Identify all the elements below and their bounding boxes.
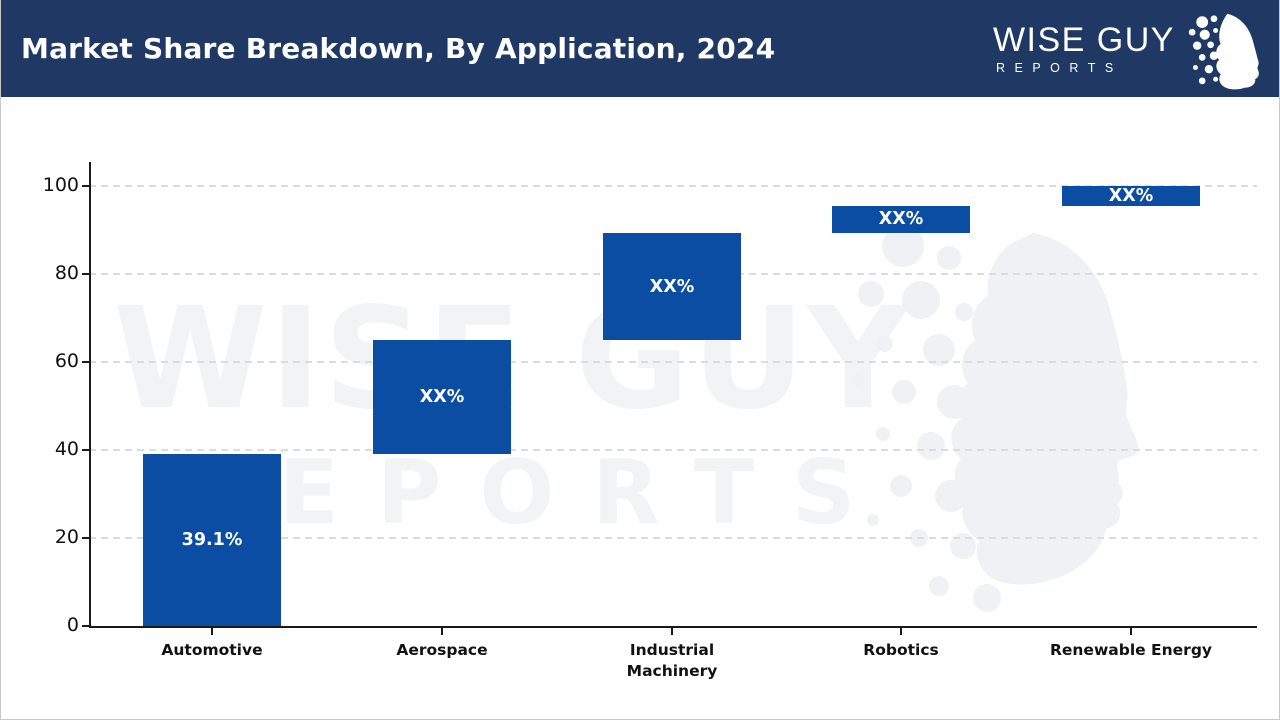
wiseguy-logo: WISE GUY REPORTS bbox=[993, 7, 1261, 91]
gridline-40 bbox=[89, 449, 1257, 451]
bar-industrial-machinery: XX% bbox=[603, 233, 741, 340]
x-axis-category-label-industrial-machinery: Industrial Machinery bbox=[626, 641, 718, 680]
y-axis-tick bbox=[82, 273, 89, 275]
y-axis-tick-label: 20 bbox=[54, 526, 79, 548]
x-axis-tick bbox=[900, 628, 902, 635]
y-axis-tick bbox=[82, 537, 89, 539]
header-bar: Market Share Breakdown, By Application, … bbox=[1, 0, 1279, 97]
bar-aerospace: XX% bbox=[373, 340, 511, 454]
chart-area: WISE GUY REPORTS 0 20 40 60 80 100 39.1% Automo… bbox=[1, 97, 1279, 719]
y-axis-tick-label: 80 bbox=[54, 262, 79, 284]
bar-value-label-industrial-machinery: XX% bbox=[649, 276, 695, 297]
y-axis-tick bbox=[82, 449, 89, 451]
chart-title: Market Share Breakdown, By Application, … bbox=[21, 32, 776, 65]
bar-value-label-automotive: 39.1% bbox=[181, 529, 243, 550]
y-axis-tick bbox=[82, 625, 89, 627]
bar-value-label-aerospace: XX% bbox=[419, 386, 465, 407]
x-axis-category-label-renewable-energy: Renewable Energy bbox=[1049, 641, 1213, 659]
y-axis-tick-label: 40 bbox=[54, 438, 79, 460]
x-axis-category-label-automotive: Automotive bbox=[161, 641, 263, 659]
bar-value-label-renewable-energy: XX% bbox=[1108, 185, 1154, 206]
y-axis-tick-label: 60 bbox=[54, 350, 79, 372]
bar-automotive: 39.1% bbox=[143, 453, 281, 626]
logo-wordmark: WISE GUY bbox=[992, 20, 1175, 59]
bar-value-label-robotics: XX% bbox=[878, 209, 924, 230]
x-axis-category-label-robotics: Robotics bbox=[863, 641, 939, 659]
gridline-60 bbox=[89, 361, 1257, 363]
x-axis-category-label-aerospace: Aerospace bbox=[396, 641, 488, 659]
y-axis-tick-label: 0 bbox=[66, 614, 79, 636]
y-axis-tick bbox=[82, 185, 89, 187]
logo-subtext: REPORTS bbox=[995, 60, 1123, 75]
x-axis-tick bbox=[1130, 628, 1132, 635]
gridline-100 bbox=[89, 185, 1257, 187]
y-axis-tick-label: 100 bbox=[42, 174, 79, 196]
x-axis-line bbox=[89, 626, 1257, 628]
logo-face-icon bbox=[1188, 13, 1259, 89]
bar-renewable-energy: XX% bbox=[1062, 186, 1200, 206]
y-axis-tick bbox=[82, 361, 89, 363]
x-axis-tick bbox=[671, 628, 673, 635]
y-axis-line bbox=[89, 162, 91, 628]
x-axis-tick bbox=[441, 628, 443, 635]
logo-text: WISE GUY REPORTS bbox=[993, 23, 1175, 75]
gridline-20 bbox=[89, 537, 1257, 539]
x-axis-tick bbox=[211, 628, 213, 635]
watermark-subtext: REPORTS bbox=[173, 441, 894, 544]
bar-robotics: XX% bbox=[832, 205, 970, 234]
